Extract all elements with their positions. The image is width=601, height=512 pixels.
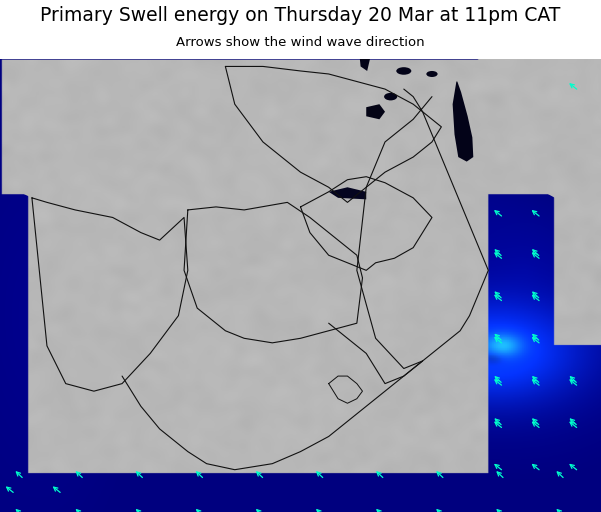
Text: Arrows show the wind wave direction: Arrows show the wind wave direction (176, 36, 425, 50)
Ellipse shape (426, 71, 438, 77)
Ellipse shape (459, 129, 469, 134)
Ellipse shape (396, 67, 411, 75)
Polygon shape (10, 59, 601, 218)
Polygon shape (32, 180, 475, 471)
Polygon shape (567, 127, 601, 338)
Ellipse shape (384, 93, 397, 100)
Polygon shape (453, 81, 474, 162)
Text: Primary Swell energy on Thursday 20 Mar at 11pm CAT: Primary Swell energy on Thursday 20 Mar … (40, 6, 561, 26)
Polygon shape (329, 187, 366, 199)
Polygon shape (356, 0, 370, 71)
Polygon shape (366, 104, 385, 119)
